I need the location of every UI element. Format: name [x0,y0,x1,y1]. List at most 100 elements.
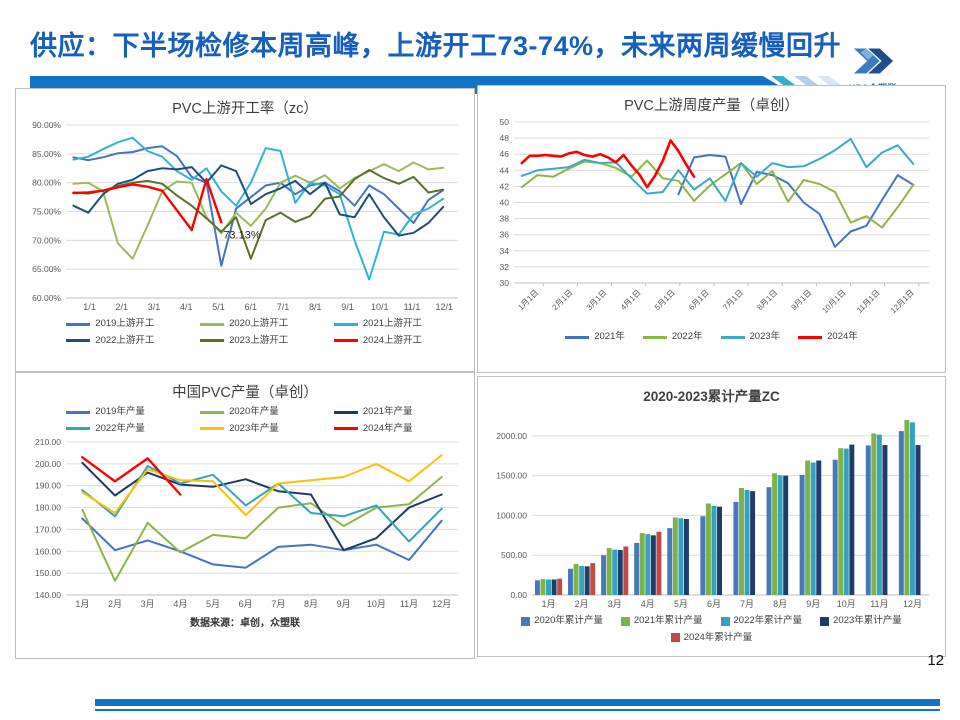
svg-text:90.00%: 90.00% [32,120,61,130]
svg-text:210.00: 210.00 [35,437,61,447]
svg-text:9月: 9月 [337,599,351,609]
legend-swatch [720,335,745,339]
legend-label: 2021年 [594,331,625,342]
svg-text:6月1日: 6月1日 [687,288,711,312]
svg-text:1月: 1月 [75,599,89,609]
legend-swatch [670,633,680,643]
legend-swatch [720,616,730,626]
svg-text:44: 44 [500,165,510,175]
legend-swatch [333,410,358,414]
chart-legend: 2020年累计产量 2021年累计产量 2022年累计产量 2023年累计产量 2024… [484,613,939,646]
svg-text:1月1日: 1月1日 [516,288,540,312]
legend-item: 2022年产量 [44,421,178,438]
svg-text:12/1: 12/1 [435,302,453,312]
svg-text:85.00%: 85.00% [32,149,61,159]
svg-text:4月: 4月 [173,599,187,609]
chart-panel-monthly-output: 中国PVC产量（卓创） 2019年产量 2020年产量 2021年产量 2022年产量… [15,372,475,659]
legend-item: 2019年产量 [44,404,178,421]
legend-swatch [820,616,830,626]
svg-text:9月: 9月 [806,599,820,609]
svg-text:10/1: 10/1 [371,302,389,312]
svg-text:140.00: 140.00 [35,590,61,600]
legend-swatch [66,410,91,414]
legend-swatch [798,335,823,339]
legend-item: 2020年累计产量 [521,613,603,630]
legend-item: 2022上游开工 [44,333,178,350]
legend-label: 2020年产量 [229,406,279,417]
svg-text:65.00%: 65.00% [32,264,61,274]
svg-text:2/1: 2/1 [116,302,129,312]
svg-text:5/1: 5/1 [212,302,225,312]
line-chart-monthly-output: 140.00 150.00 160.00 170.00 180.00 190.00 200.… [22,437,468,613]
svg-text:500.00: 500.00 [501,550,527,560]
svg-text:50: 50 [500,117,510,127]
svg-text:9/1: 9/1 [341,302,354,312]
svg-text:200.00: 200.00 [35,459,61,469]
svg-text:3月1日: 3月1日 [585,288,609,312]
svg-text:170.00: 170.00 [35,525,61,535]
legend-item: 2024年累计产量 [670,630,753,647]
svg-text:9月1日: 9月1日 [789,288,813,312]
svg-text:4/1: 4/1 [180,302,193,312]
svg-text:6月: 6月 [707,599,721,609]
legend-label: 2021上游开工 [362,318,423,329]
legend-label: 2019上游开工 [95,318,155,329]
legend-swatch [66,339,91,343]
bar-chart-cumulative-output: 0.00 500.00 1000.00 1500.00 2000.00 1月 2月 3月 4月 5… [484,407,939,613]
svg-text:38: 38 [500,214,510,224]
chart-legend: 2019上游开工 2020上游开工 2021上游开工 2022上游开工 2023上游开工… [22,316,468,349]
chart-svg: 60.00% 65.00% 70.00% 75.00% 80.00% 85.00% 90.0… [32,120,458,312]
svg-text:36: 36 [500,230,510,240]
legend-label: 2022年累计产量 [733,615,803,626]
svg-text:7/1: 7/1 [277,302,290,312]
legend-swatch [200,410,225,414]
legend-item: 2023年产量 [178,421,312,438]
svg-text:46: 46 [500,149,510,159]
legend-label: 2023年累计产量 [833,615,902,626]
logo-mark-icon [853,48,894,74]
svg-text:48: 48 [500,133,510,143]
svg-text:34: 34 [500,246,510,256]
svg-text:5月: 5月 [674,599,688,609]
legend-label: 2024年累计产量 [683,631,753,643]
legend-swatch [200,339,225,343]
svg-text:190.00: 190.00 [35,481,61,491]
svg-text:12月1日: 12月1日 [889,288,916,315]
legend-item: 2022年累计产量 [720,613,803,630]
legend-label: 2023年 [749,331,781,342]
data-source-note: 数据来源：卓创，众塑联 [190,618,300,630]
legend-item: 2019上游开工 [44,316,178,333]
svg-text:11月1日: 11月1日 [855,288,882,315]
svg-text:1000.00: 1000.00 [496,510,527,520]
svg-text:1500.00: 1500.00 [496,471,527,481]
legend-label: 2023上游开工 [229,334,289,346]
svg-text:0.00: 0.00 [510,590,527,600]
svg-text:7月1日: 7月1日 [721,288,745,312]
legend-label: 2022年产量 [95,422,145,434]
chart-legend: 2019年产量 2020年产量 2021年产量 2022年产量 2023年产量 2024年… [22,404,468,437]
svg-text:3月: 3月 [141,599,155,609]
footer-divider-line [95,709,940,711]
svg-text:11月: 11月 [400,599,418,609]
legend-item: 2021年累计产量 [620,613,703,630]
svg-text:5月: 5月 [206,599,220,609]
legend-item: 2024年产量 [312,421,446,438]
svg-text:73.13%: 73.13% [223,229,261,241]
svg-text:7月: 7月 [271,599,285,609]
svg-text:180.00: 180.00 [35,503,61,513]
legend-swatch [565,335,590,339]
svg-text:150.00: 150.00 [35,568,61,578]
svg-text:160.00: 160.00 [35,547,61,557]
legend-item: 2023上游开工 [178,333,312,350]
legend-label: 2021年产量 [362,406,413,417]
svg-text:8/1: 8/1 [309,302,322,312]
chart-svg: 140.00 150.00 160.00 170.00 180.00 190.00 200.… [35,437,458,609]
svg-text:3/1: 3/1 [148,302,161,312]
svg-text:11月: 11月 [870,599,888,609]
legend-swatch [66,322,91,326]
svg-text:3月: 3月 [608,599,622,609]
legend-item: 2023年累计产量 [820,613,902,630]
svg-text:2月: 2月 [108,599,122,609]
chart-svg: 0.00 500.00 1000.00 1500.00 2000.00 1月 2月 3月 4月 5… [496,419,929,609]
chart-title: PVC上游周度产量（卓创） [624,98,799,114]
